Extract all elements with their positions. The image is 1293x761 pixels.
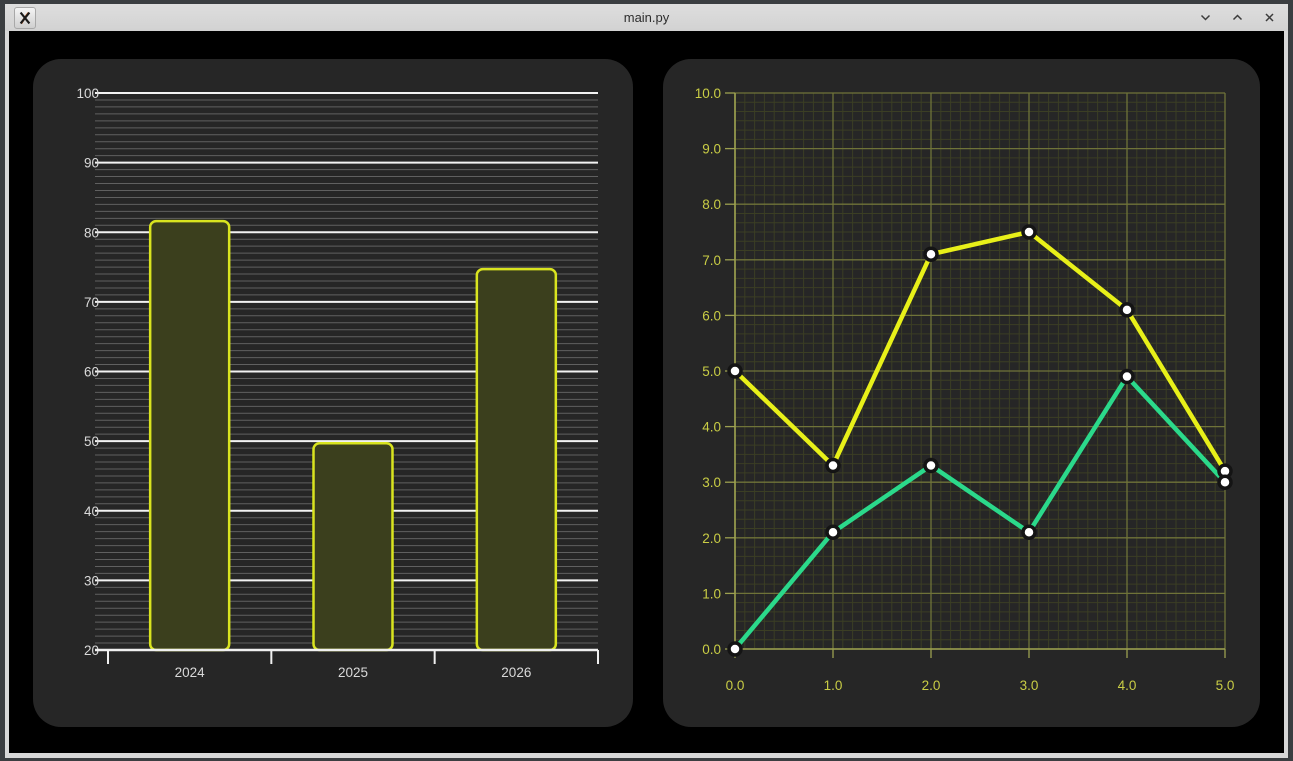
- yellow-series-point-2: [923, 246, 939, 262]
- bar-2024: [148, 219, 231, 652]
- y-tick-label: 0.0: [702, 642, 721, 657]
- close-icon: [1264, 13, 1274, 22]
- bar-chart-panel: 20 30 40 50 60 70 80 90 100 2024 2025 2026: [33, 59, 633, 727]
- y-tick-label: 9.0: [702, 142, 721, 157]
- y-tick-label: 60: [84, 365, 99, 380]
- yellow-series-point-3: [1021, 224, 1037, 240]
- window: main.py 20 30 40 50 60 70 80 90 100 2024 2025 2026: [5, 4, 1288, 758]
- x-tick-label: 2025: [338, 665, 368, 680]
- app-menu-button[interactable]: [14, 6, 36, 29]
- y-tick-label: 6.0: [702, 308, 721, 323]
- y-tick-label: 10.0: [695, 86, 721, 101]
- window-title: main.py: [623, 10, 670, 25]
- green-series-point-5: [1217, 474, 1233, 490]
- close-button[interactable]: [1260, 9, 1278, 27]
- x-tick-label: 5.0: [1216, 678, 1235, 693]
- window-content: 20 30 40 50 60 70 80 90 100 2024 2025 2026 0.0 1.0 2.…: [9, 31, 1284, 753]
- x11-logo-icon: [19, 11, 31, 24]
- minimize-button[interactable]: [1196, 9, 1214, 27]
- window-controls: [1196, 4, 1278, 31]
- line-chart-panel: 0.0 1.0 2.0 3.0 4.0 5.0 0.0 1.0 2.0 3.0 4.0 5.0 6.0 7…: [663, 59, 1260, 727]
- titlebar[interactable]: main.py: [5, 4, 1288, 31]
- y-tick-label: 3.0: [702, 475, 721, 490]
- yellow-series-point-1: [825, 457, 841, 474]
- x-tick-label: 4.0: [1118, 678, 1137, 693]
- y-tick-label: 20: [84, 643, 99, 658]
- y-tick-label: 50: [84, 434, 99, 449]
- green-series-point-4: [1119, 368, 1135, 385]
- line-chart-svg: 0.0 1.0 2.0 3.0 4.0 5.0 0.0 1.0 2.0 3.0 4.0 5.0 6.0 7…: [695, 86, 1235, 693]
- yellow-series-line: [732, 229, 1228, 474]
- y-tick-label: 4.0: [702, 420, 721, 435]
- y-tick-label: 7.0: [702, 253, 721, 268]
- x-tick-label: 1.0: [824, 678, 843, 693]
- yellow-series-point-0: [727, 363, 743, 379]
- y-tick-label: 30: [84, 573, 99, 588]
- y-tick-label: 80: [84, 225, 99, 240]
- x-tick-label: 2024: [175, 665, 206, 680]
- green-series-point-1: [825, 524, 841, 540]
- chevron-up-icon: [1232, 14, 1242, 21]
- y-tick-label: 70: [84, 295, 99, 310]
- chevron-down-icon: [1200, 14, 1210, 21]
- maximize-button[interactable]: [1228, 9, 1246, 27]
- y-tick-label: 8.0: [702, 197, 721, 212]
- y-tick-label: 90: [84, 156, 99, 171]
- bar-chart-svg: 20 30 40 50 60 70 80 90 100 2024 2025 2026: [76, 86, 599, 680]
- green-series-point-3: [1021, 524, 1037, 540]
- y-tick-label: 1.0: [702, 586, 721, 601]
- bar-2025: [312, 441, 394, 652]
- y-tick-label: 2.0: [702, 531, 721, 546]
- y-tick-label: 40: [84, 504, 99, 519]
- x-tick-label: 3.0: [1020, 678, 1039, 693]
- x-tick-label: 2.0: [922, 678, 941, 693]
- yellow-series-point-4: [1119, 302, 1135, 318]
- y-tick-label: 100: [76, 86, 99, 101]
- green-series-point-0: [727, 641, 743, 657]
- x-tick-label: 2026: [501, 665, 531, 680]
- bar-2026: [475, 267, 558, 652]
- green-series-line: [732, 374, 1228, 652]
- green-series-point-2: [923, 457, 939, 474]
- x-tick-label: 0.0: [726, 678, 745, 693]
- y-tick-label: 5.0: [702, 364, 721, 379]
